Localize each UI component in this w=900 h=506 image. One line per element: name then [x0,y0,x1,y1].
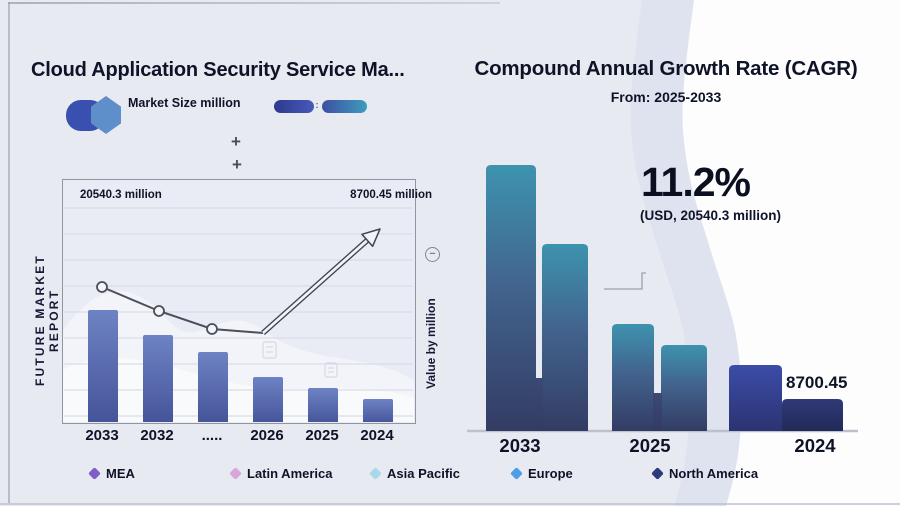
gradient-pill-icon-left [274,100,314,113]
legend-diamond-icon [651,467,664,480]
cagr-value: 11.2% [641,159,751,205]
value-axis-label: Value by million [424,298,438,390]
end-value-label: 8700.45 million [350,189,432,201]
left-axis-watermark: FUTURE MARKET REPORT [33,254,61,386]
bar-value-annotation: 8700.45 [786,373,848,392]
cagr-subtitle: From: 2025-2033 [610,89,722,105]
trend-line-and-arrow [96,228,381,336]
step-decoration [604,272,646,290]
zoom-in-icon-2[interactable]: + [232,155,242,174]
legend-label: Europe [528,466,573,481]
start-value-label: 20540.3 million [80,189,162,201]
x-axis-label: 2025 [629,435,671,456]
zoom-in-icon[interactable]: + [231,132,241,151]
x-axis-label: 2024 [794,435,836,456]
left-chart-x-axis: 2033 2032..... 2026 2025 2024 [62,427,416,447]
market-size-bars [88,310,393,422]
white-sweep-shape [682,0,900,506]
region-legend: MEA Latin America Asia Pacific Europe North … [0,463,900,489]
pill-separator: : [315,100,319,110]
frame-border-top [8,2,500,4]
legend-label: MEA [106,466,135,481]
market-size-label: Market Size million [128,96,241,110]
x-axis-label: 2025 [305,427,339,444]
diagonal-band-shape [630,0,742,506]
legend-diamond-icon [369,467,382,480]
gridlines [64,207,413,417]
x-axis-label: 2033 [499,435,541,456]
cagr-chart [467,165,858,433]
x-axis-label: 2032 [140,427,174,444]
legend-diamond-icon [229,467,242,480]
faint-document-icons [262,341,338,378]
cagr-bars [486,165,843,431]
x-axis-label: 2026 [250,427,284,444]
x-axis-label: ..... [201,427,223,444]
x-axis-label: 2024 [360,427,394,444]
cagr-title: Compound Annual Growth Rate (CAGR) [474,57,858,80]
market-size-cylinder-icon [66,95,122,135]
legend-diamond-icon [510,467,523,480]
legend-label: Latin America [247,466,333,481]
legend-label: North America [669,466,759,481]
legend-diamond-icon [88,467,101,480]
zoom-out-icon[interactable]: − [425,247,440,262]
cagr-detail: (USD, 20540.3 million) [640,208,782,223]
frame-border-left [8,2,10,503]
x-axis-label: 2033 [85,427,119,444]
market-size-chart [63,207,414,422]
left-chart-panel [62,179,416,424]
right-chart-x-axis: 2033 2025 2024 [455,435,870,457]
frame-border-bottom [0,503,900,505]
page-title: Cloud Application Security Service Ma... [31,59,405,81]
gradient-pill-icon-right [322,100,367,113]
legend-label: Asia Pacific [387,466,460,481]
